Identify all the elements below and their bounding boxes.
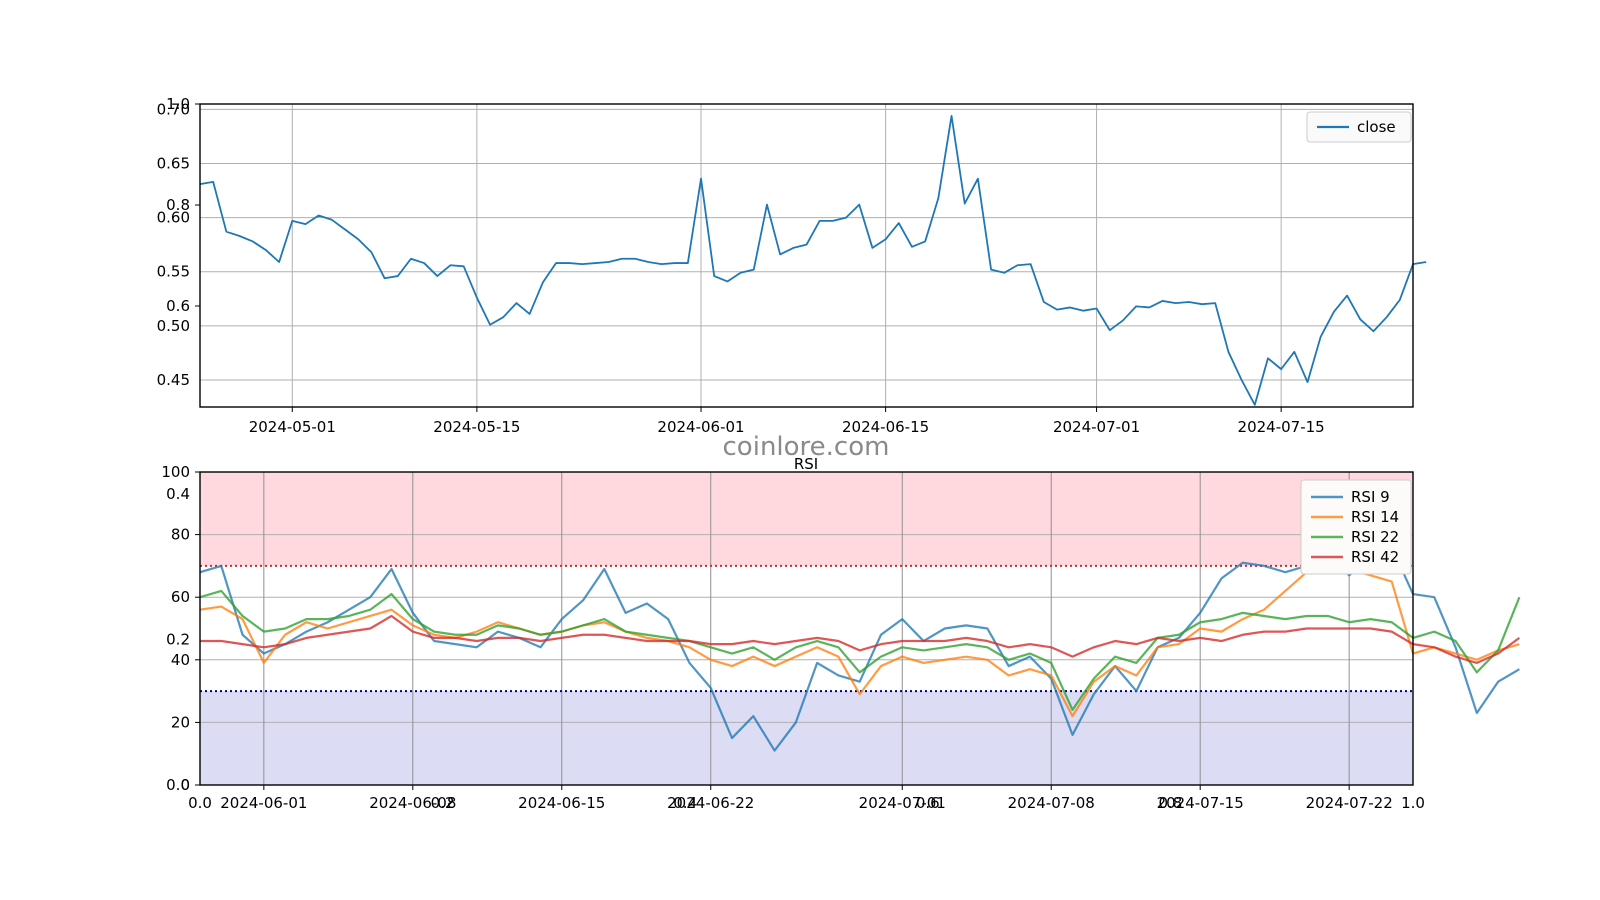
rsi-y-tick-secondary: 0.4 bbox=[166, 485, 190, 503]
price-y-tick-label: 0.50 bbox=[157, 317, 190, 335]
rsi-x-tick-label: 2024-06-22 bbox=[667, 794, 754, 812]
rsi-x-tick-secondary: 0.8 bbox=[1158, 794, 1182, 812]
rsi-series-rsi-22 bbox=[199, 589, 1521, 711]
price-y-tick-secondary: 0.8 bbox=[166, 196, 190, 214]
rsi-series-rsi-42 bbox=[200, 614, 1521, 665]
price-x-tick-label: 2024-06-15 bbox=[842, 418, 929, 436]
rsi-x-tick-label: 2024-07-08 bbox=[1008, 794, 1095, 812]
rsi-y-tick-secondary: 0.0 bbox=[166, 776, 190, 794]
rsi-legend-label: RSI 14 bbox=[1351, 508, 1399, 526]
price-x-tick-label: 2024-07-01 bbox=[1053, 418, 1140, 436]
rsi-x-tick-secondary: 0.6 bbox=[916, 794, 940, 812]
rsi-y-tick-label: 80 bbox=[171, 526, 190, 544]
watermark: coinlore.com bbox=[723, 432, 890, 462]
price-y-tick-secondary: 0.6 bbox=[166, 297, 190, 315]
rsi-x-tick-label: 2024-06-08 bbox=[369, 794, 456, 812]
rsi-legend-box bbox=[1300, 479, 1412, 575]
rsi-x-tick-secondary: 0.0 bbox=[188, 794, 212, 812]
rsi-y-tick-label: 60 bbox=[171, 588, 190, 606]
price-y-tick-label: 0.60 bbox=[157, 209, 190, 227]
rsi-legend-label: RSI 9 bbox=[1351, 488, 1390, 506]
rsi-title: RSI bbox=[794, 455, 818, 473]
rsi-oversold-band bbox=[200, 691, 1413, 785]
rsi-y-tick-label: 100 bbox=[161, 463, 190, 481]
rsi-panel: 0 20 40 60 80 100 0.0 0.2 0.4 2024-06-01 2024-06-0… bbox=[161, 463, 1521, 812]
rsi-y-tick-label: 40 bbox=[171, 651, 190, 669]
price-x-tick-label: 2024-05-15 bbox=[433, 418, 520, 436]
rsi-legend-label: RSI 22 bbox=[1351, 528, 1399, 546]
rsi-y-tick-label: 0 bbox=[180, 776, 190, 794]
price-series-close bbox=[199, 115, 1427, 406]
price-axes-frame bbox=[199, 103, 1414, 408]
rsi-x-tick-secondary: 0.4 bbox=[673, 794, 697, 812]
price-x-tick-label: 2024-07-15 bbox=[1238, 418, 1325, 436]
price-y-tick-secondary: 1.0 bbox=[166, 95, 190, 113]
price-x-tick-label: 2024-05-01 bbox=[249, 418, 336, 436]
price-plot-area bbox=[200, 104, 1413, 407]
price-y-tick-label: 0.55 bbox=[157, 263, 190, 281]
rsi-y-tick-label: 20 bbox=[171, 713, 190, 731]
price-panel: 0.45 0.50 0.55 0.60 0.65 0.70 0.6 0.8 1.0 2024-05… bbox=[157, 95, 1427, 436]
rsi-overbought-band bbox=[200, 472, 1413, 566]
rsi-legend: RSI 9 RSI 14 RSI 22 RSI 42 bbox=[1300, 479, 1412, 575]
price-y-tick-label: 0.65 bbox=[157, 155, 190, 173]
rsi-x-tick-secondary: 1.0 bbox=[1401, 794, 1425, 812]
price-legend: close bbox=[1306, 111, 1412, 143]
price-x-tick-label: 2024-06-01 bbox=[657, 418, 744, 436]
rsi-x-tick-label: 2024-06-15 bbox=[518, 794, 605, 812]
rsi-x-tick-label: 2024-07-22 bbox=[1306, 794, 1393, 812]
rsi-series-rsi-14 bbox=[199, 549, 1520, 718]
rsi-legend-label: RSI 42 bbox=[1351, 548, 1399, 566]
price-y-tick-label: 0.70 bbox=[157, 100, 190, 118]
price-legend-box bbox=[1306, 111, 1412, 143]
price-legend-label: close bbox=[1357, 118, 1396, 136]
rsi-x-tick-label: 2024-06-01 bbox=[220, 794, 307, 812]
rsi-x-tick-label: 2024-07-15 bbox=[1157, 794, 1244, 812]
rsi-y-tick-secondary: 0.2 bbox=[166, 630, 190, 648]
price-y-tick-label: 0.45 bbox=[157, 371, 190, 389]
rsi-x-tick-label: 2024-07-01 bbox=[859, 794, 946, 812]
rsi-axes-frame bbox=[199, 471, 1414, 786]
rsi-x-tick-secondary: 0.2 bbox=[431, 794, 455, 812]
